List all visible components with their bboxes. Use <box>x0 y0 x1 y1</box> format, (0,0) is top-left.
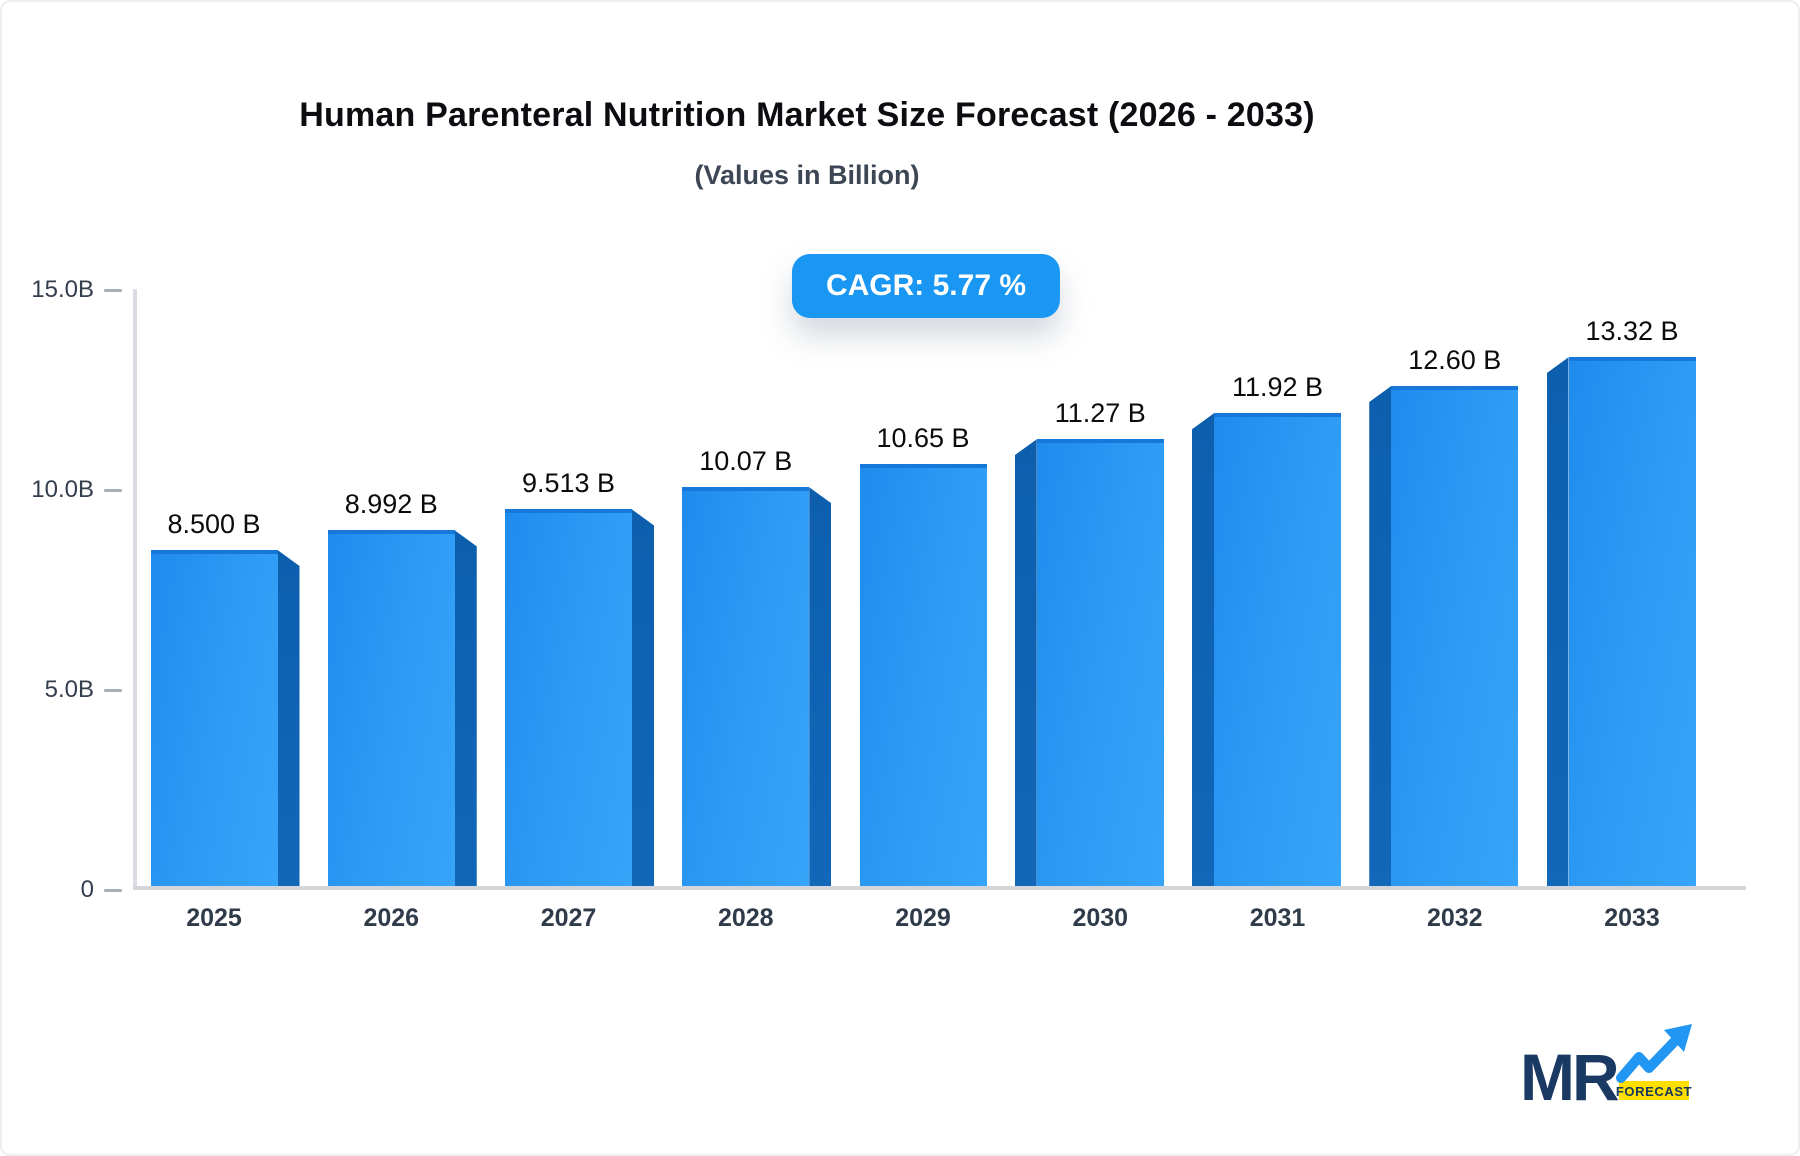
x-axis-label: 2032 <box>1426 904 1483 932</box>
bar-2029 <box>859 464 987 890</box>
x-axis-label: 2029 <box>895 904 951 932</box>
x-axis-label: 2025 <box>186 904 242 932</box>
bar-2028 <box>682 487 810 890</box>
bar-value-label: 12.60 B <box>1408 345 1502 375</box>
bar-value-label: 8.992 B <box>344 489 438 520</box>
bar-value-label: 11.92 B <box>1231 372 1324 403</box>
bar-value-label: 13.32 B <box>1585 316 1679 347</box>
bar-3d-side <box>1546 357 1569 890</box>
y-axis-tick-mark <box>104 288 122 292</box>
bar-value-label: 10.65 B <box>876 423 970 453</box>
bar-value-label: 11.27 B <box>1054 398 1146 429</box>
bar-2033 <box>1568 357 1696 890</box>
bar-2027 <box>505 509 632 890</box>
logo-forecast-text: FORECAST <box>1616 1084 1692 1099</box>
bar-2030 <box>1036 439 1164 890</box>
bar-3d-side <box>277 550 300 890</box>
bar-value-label: 9.513 B <box>521 468 616 499</box>
bar-2025 <box>150 550 278 890</box>
x-axis-label: 2026 <box>363 904 420 932</box>
y-axis-line <box>133 289 137 890</box>
chart-subtitle: (Values in Billion) <box>694 160 920 190</box>
chart-title: Human Parenteral Nutrition Market Size F… <box>299 96 1315 134</box>
x-axis-label: 2033 <box>1604 904 1660 932</box>
mrforecast-logo: MR FORECAST <box>1520 1024 1692 1114</box>
x-axis-label: 2028 <box>717 904 774 932</box>
bar-value-label: 10.07 B <box>699 446 793 477</box>
y-axis-tick-mark <box>104 888 122 892</box>
bar-3d-side <box>1369 386 1392 890</box>
bar-3d-side <box>809 487 832 890</box>
logo-trend-arrow-icon <box>1616 1024 1692 1083</box>
y-axis-tick-label: 0 <box>80 876 94 903</box>
bar-3d-side <box>632 509 654 890</box>
x-axis-label: 2031 <box>1249 904 1306 932</box>
cagr-badge: CAGR: 5.77 % <box>791 254 1061 318</box>
logo-mr-text: MR <box>1520 1040 1619 1114</box>
x-axis-label: 2027 <box>540 904 597 932</box>
y-axis-tick-label: 15.0B <box>31 276 94 303</box>
y-axis-tick-label: 10.0B <box>31 476 94 503</box>
y-axis-tick-mark <box>104 488 122 492</box>
bar-2031 <box>1214 413 1341 890</box>
bar-value-label: 8.500 B <box>167 509 261 539</box>
x-axis-line <box>133 886 1746 890</box>
y-axis-tick-mark <box>104 688 122 692</box>
y-axis-tick-label: 5.0B <box>44 676 94 703</box>
bar-3d-side <box>1192 413 1214 890</box>
x-axis-label: 2030 <box>1072 904 1129 932</box>
bar-2026 <box>327 530 455 890</box>
bar-3d-side <box>1014 439 1037 890</box>
logo-forecast-box <box>1619 1081 1689 1100</box>
bar-3d-side <box>454 530 477 890</box>
bar-2032 <box>1391 386 1519 890</box>
